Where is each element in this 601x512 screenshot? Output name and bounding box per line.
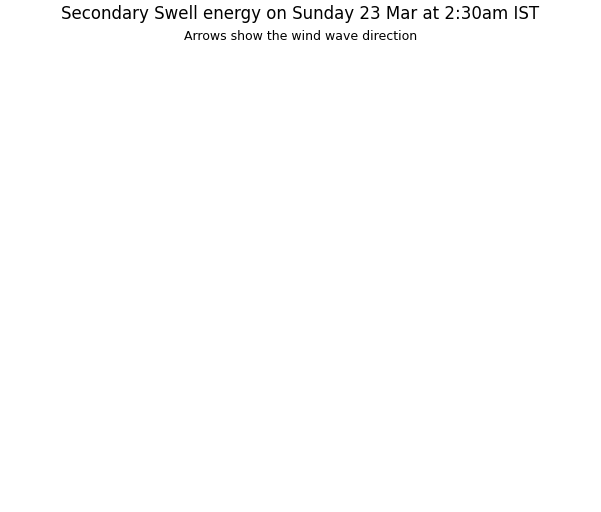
Text: Secondary Swell energy on Sunday 23 Mar at 2:30am IST: Secondary Swell energy on Sunday 23 Mar … [61,5,540,23]
Text: Arrows show the wind wave direction: Arrows show the wind wave direction [184,30,417,44]
